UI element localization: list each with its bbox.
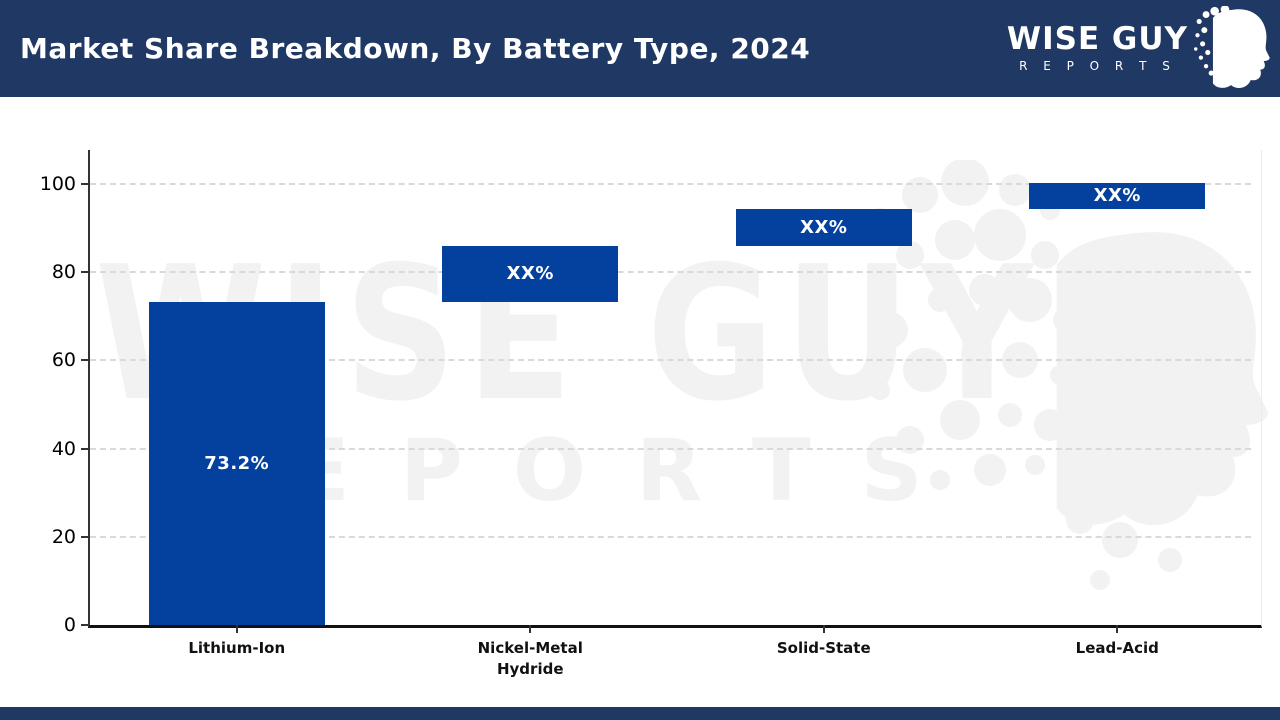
y-axis-tick [81, 447, 90, 450]
y-axis-tick-label: 100 [39, 173, 76, 195]
y-axis-tick [81, 624, 90, 626]
y-axis-tick-label: 0 [63, 614, 76, 636]
logo-brand-text: WISE GUY [1006, 21, 1188, 57]
wiseguy-logo: WISE GUY R E P O R T S [1006, 5, 1272, 92]
y-axis-tick [81, 271, 90, 274]
y-axis-tick [81, 535, 90, 538]
bar-value-label: 73.2% [204, 453, 270, 475]
bar-value-label: XX% [1093, 185, 1141, 207]
header-bar: Market Share Breakdown, By Battery Type,… [0, 0, 1280, 97]
x-axis-tick [235, 625, 238, 633]
bar-lithium-ion: 73.2% [148, 302, 325, 625]
bar-solid-state: XX% [735, 209, 912, 246]
bar-lead-acid: XX% [1029, 182, 1206, 210]
y-axis-tick-label: 60 [51, 349, 76, 372]
x-axis-category-label: Lead-Acid [1075, 639, 1159, 657]
logo-sub-text: R E P O R T S [1019, 59, 1176, 73]
chart-title: Market Share Breakdown, By Battery Type,… [20, 32, 811, 65]
bar-nickel-metal-hydride: XX% [442, 245, 619, 303]
y-axis-tick-label: 20 [51, 525, 76, 548]
y-axis-tick [81, 183, 90, 185]
y-gridline [90, 359, 1251, 362]
y-gridline [90, 535, 1251, 538]
y-gridline [90, 271, 1251, 274]
x-axis-tick [1116, 625, 1119, 633]
x-axis-category-label: Lithium-Ion [188, 639, 286, 657]
bar-value-label: XX% [506, 263, 554, 285]
x-axis-tick [822, 625, 825, 633]
x-axis-tick [529, 625, 532, 633]
y-axis-tick-label: 80 [51, 261, 76, 284]
wiseguy-face-icon [1194, 5, 1270, 88]
x-axis-category-label: Nickel-Metal Hydride [477, 639, 583, 678]
x-axis-category-label: Solid-State [776, 639, 871, 657]
y-axis-tick-label: 40 [51, 437, 76, 460]
chart-plot-area: 0 20 40 60 80 100 73.2% XX% XX% XX% Lithium-Ion Nic… [40, 150, 1262, 678]
y-gridline [90, 447, 1251, 450]
y-axis-tick [81, 359, 90, 362]
footer-bar [0, 707, 1280, 720]
bar-value-label: XX% [800, 216, 848, 238]
logo-text-block: WISE GUY R E P O R T S [1006, 21, 1188, 74]
y-gridline [90, 183, 1251, 185]
